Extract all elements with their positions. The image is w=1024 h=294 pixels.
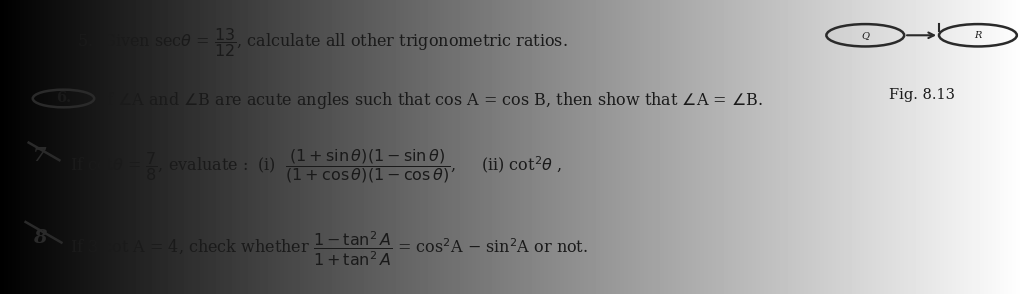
Text: Q: Q (861, 31, 869, 40)
Text: 8: 8 (33, 229, 46, 247)
Text: If 3 cot A = 4, check whether $\dfrac{1-\tan^2 A}{1+\tan^2 A}$ = cos$^2$A $-$ si: If 3 cot A = 4, check whether $\dfrac{1-… (70, 229, 588, 268)
Text: If $\angle$A and $\angle$B are acute angles such that cos A = cos B, then show t: If $\angle$A and $\angle$B are acute ang… (100, 90, 764, 111)
Text: R: R (974, 31, 982, 40)
Text: Fig. 8.13: Fig. 8.13 (889, 88, 954, 102)
Text: If cot$\theta$ = $\dfrac{7}{8}$, evaluate :  (i)  $\dfrac{(1+\sin\theta)(1-\sin\: If cot$\theta$ = $\dfrac{7}{8}$, evaluat… (70, 147, 562, 185)
Text: 6.: 6. (56, 91, 71, 106)
Text: 5.  Given sec$\theta$ = $\dfrac{13}{12}$, calculate all other trigonometric rati: 5. Given sec$\theta$ = $\dfrac{13}{12}$,… (77, 26, 567, 59)
Text: 7: 7 (33, 147, 46, 165)
